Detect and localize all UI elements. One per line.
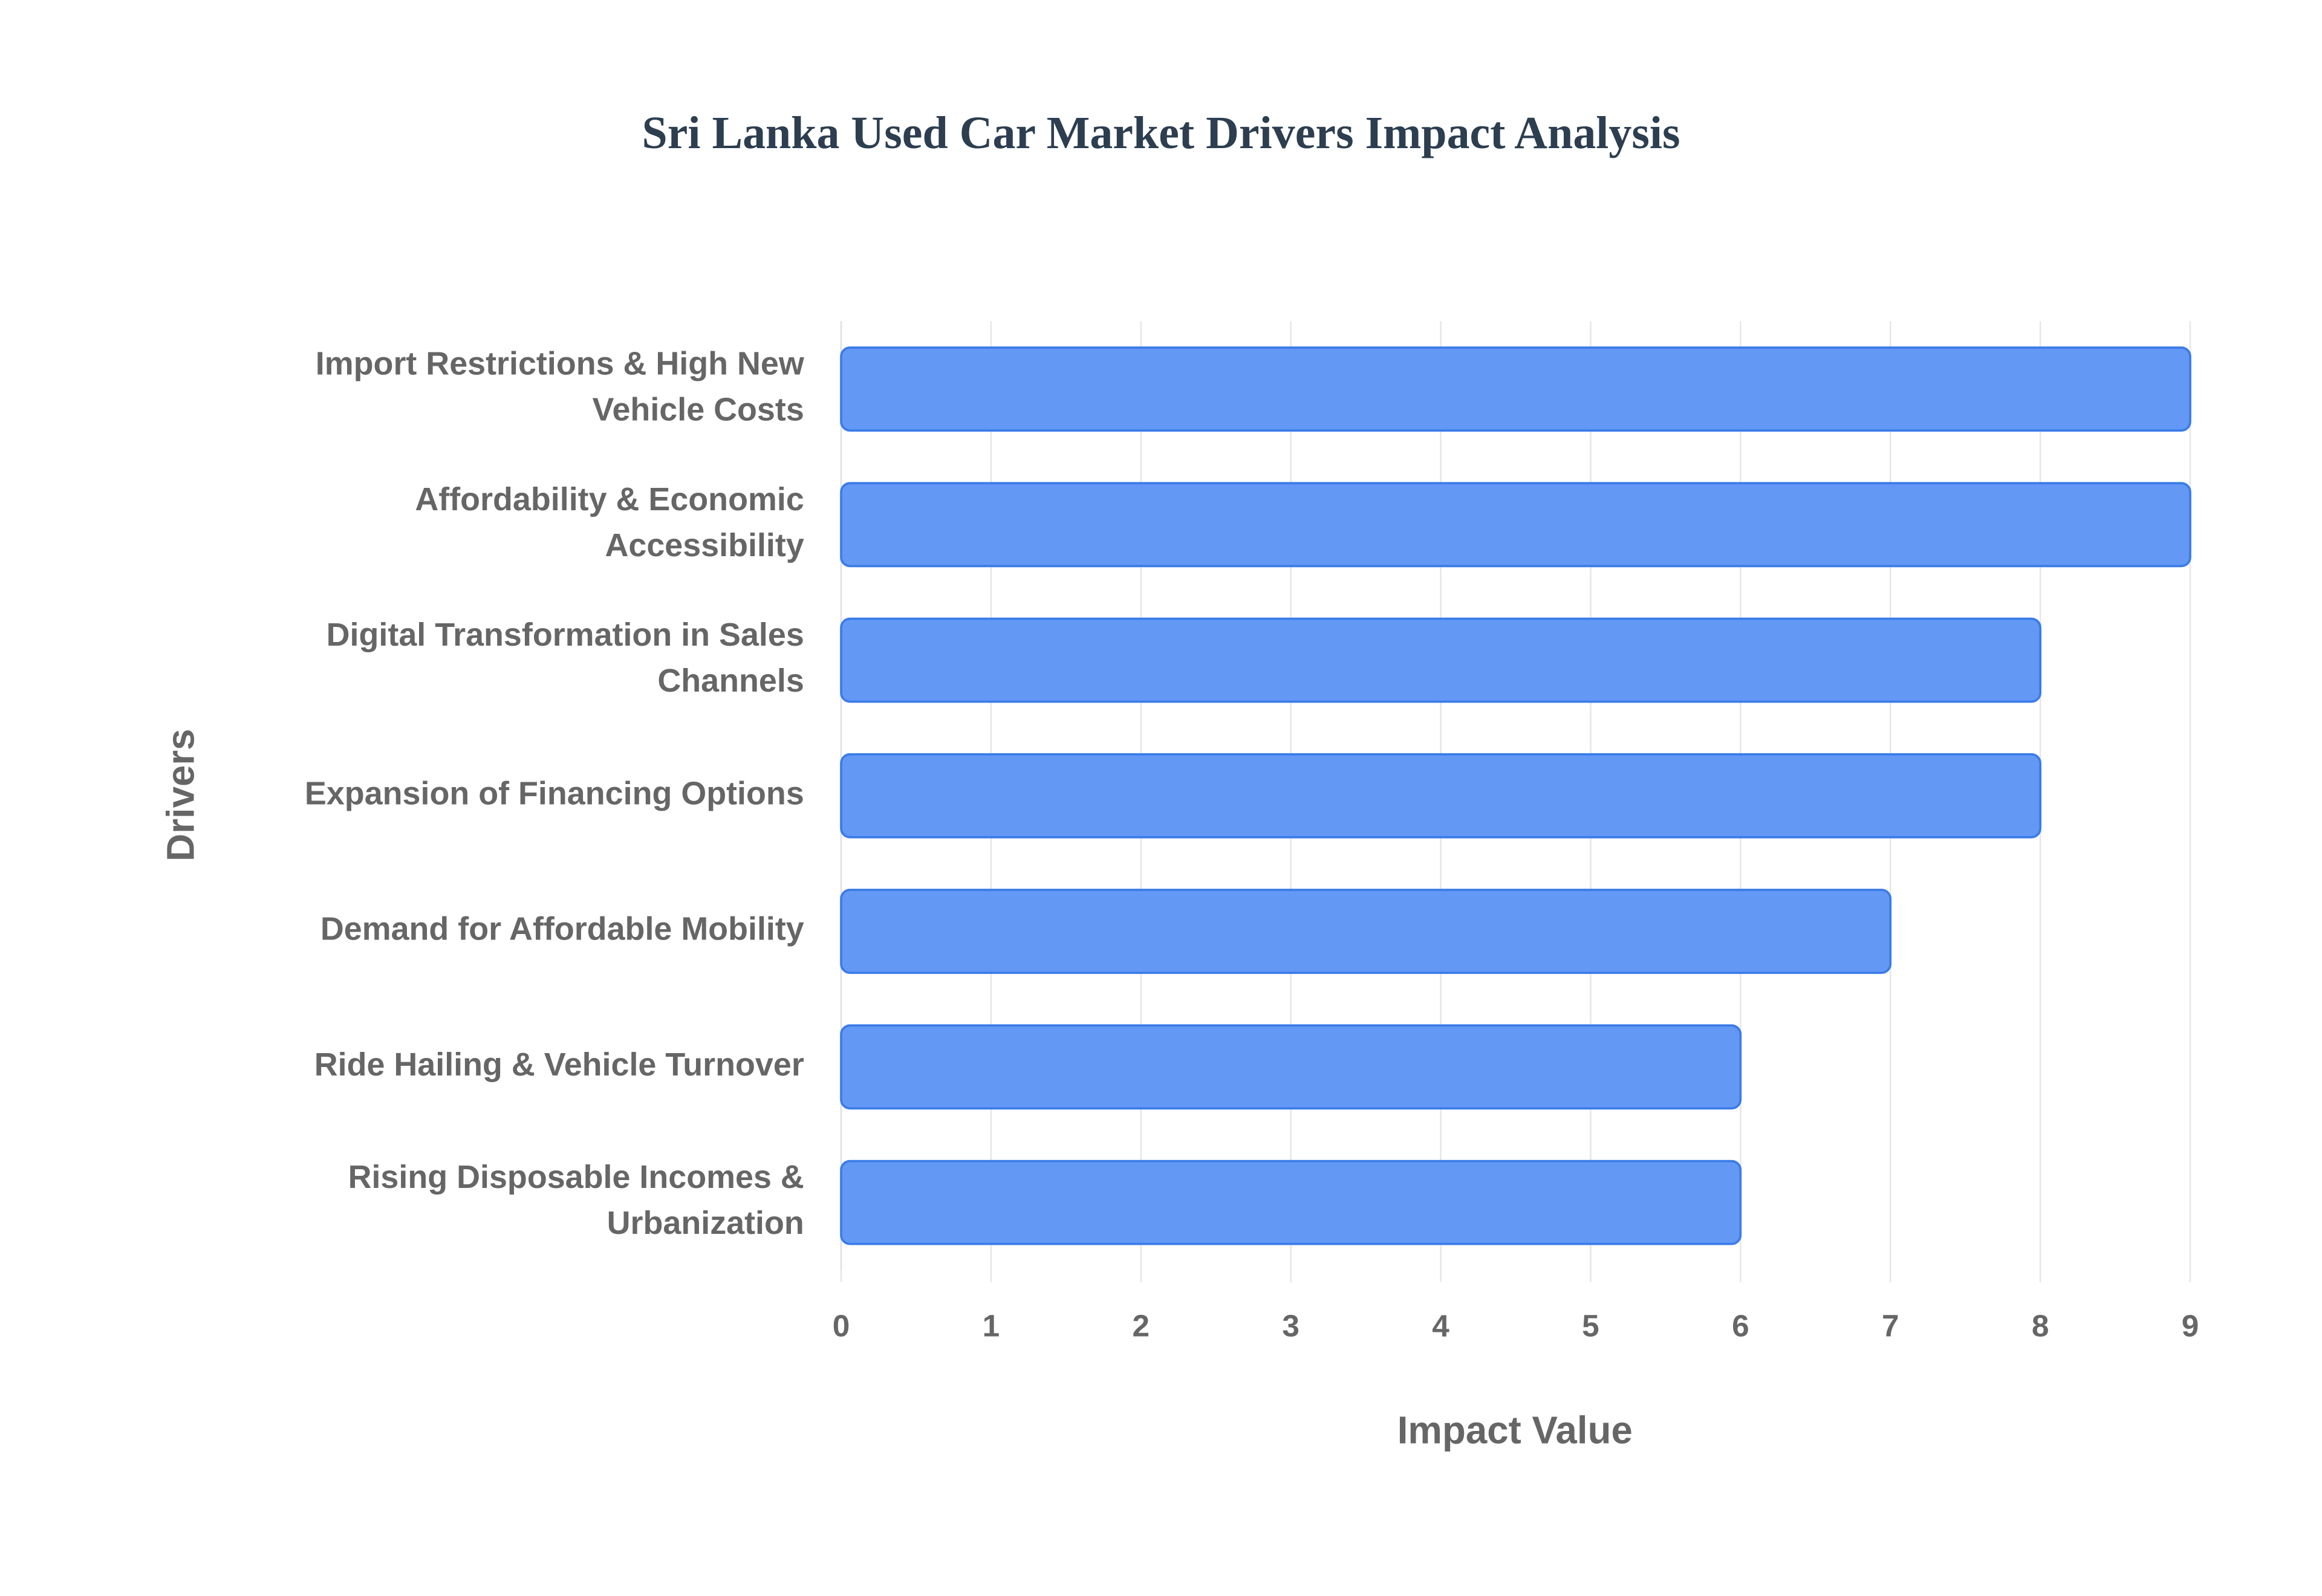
- y-tick-label: Demand for Affordable Mobility: [320, 911, 804, 947]
- bar: [840, 617, 2041, 703]
- y-tick-label: Ride Hailing & Vehicle Turnover: [314, 1046, 804, 1083]
- y-tick-label: Expansion of Financing Options: [305, 776, 804, 812]
- y-tick-label: Digital Transformation in Sales Channels: [327, 617, 804, 699]
- bar: [840, 346, 2191, 432]
- x-tick-label: 5: [1582, 1308, 1599, 1343]
- x-tick-label: 8: [2032, 1308, 2049, 1343]
- chart-title: Sri Lanka Used Car Market Drivers Impact…: [642, 108, 1680, 158]
- y-tick-label: Rising Disposable Incomes & Urbanization: [348, 1159, 804, 1241]
- bar: [840, 482, 2191, 568]
- x-axis-title: Impact Value: [1397, 1409, 1633, 1452]
- y-tick-label: Affordability & Economic Accessibility: [415, 481, 804, 563]
- x-tick-label: 9: [2182, 1308, 2199, 1343]
- y-tick-label: Import Restrictions & High New Vehicle Co…: [316, 346, 804, 428]
- x-tick-label: 0: [833, 1308, 850, 1343]
- x-tick-label: 4: [1432, 1308, 1449, 1343]
- x-tick-label: 1: [983, 1308, 1000, 1343]
- x-tick-label: 3: [1282, 1308, 1299, 1343]
- bar: [840, 889, 1892, 974]
- bar: [840, 753, 2041, 839]
- y-axis-title: Drivers: [159, 728, 202, 861]
- x-tick-label: 6: [1732, 1308, 1749, 1343]
- x-tick-label: 2: [1133, 1308, 1150, 1343]
- bar: [840, 1024, 1742, 1110]
- x-tick-label: 7: [1882, 1308, 1899, 1343]
- bar: [840, 1160, 1742, 1245]
